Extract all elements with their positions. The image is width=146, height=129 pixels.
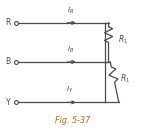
Text: Fig. 5-37: Fig. 5-37 bbox=[55, 116, 91, 125]
Text: R: R bbox=[5, 18, 11, 27]
Text: $I_R$: $I_R$ bbox=[67, 6, 74, 16]
Text: B: B bbox=[5, 58, 10, 66]
Text: $I_Y$: $I_Y$ bbox=[66, 85, 74, 95]
Text: Y: Y bbox=[6, 98, 10, 107]
Text: $R_1$: $R_1$ bbox=[118, 34, 128, 46]
Text: $R_1$: $R_1$ bbox=[120, 72, 130, 85]
Text: $I_B$: $I_B$ bbox=[67, 45, 74, 55]
